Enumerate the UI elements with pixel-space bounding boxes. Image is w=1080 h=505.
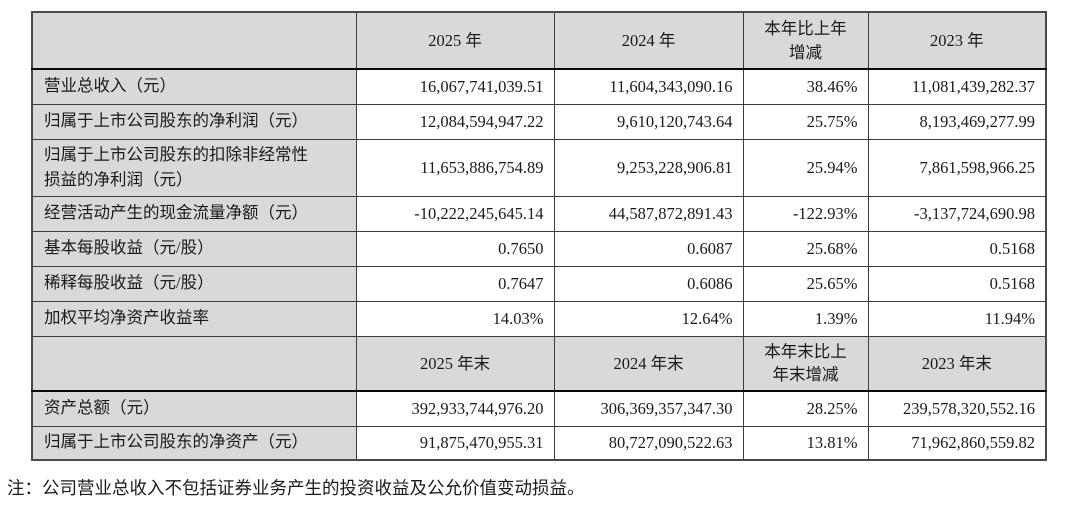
- table-row-operating-cash-flow: 经营活动产生的现金流量净额（元） -10,222,245,645.14 44,5…: [31, 195, 1047, 232]
- cell-2023-value: 8,193,469,277.99: [867, 103, 1047, 140]
- table-row-net-profit-excl-nonrecurring: 归属于上市公司股东的扣除非经常性 损益的净利润（元） 11,653,886,75…: [31, 138, 1047, 197]
- cell-change-value: 13.81%: [742, 425, 869, 461]
- table-header-row-period: 2025 年 2024 年 本年比上年 增减 2023 年: [31, 11, 1047, 70]
- cell-2023-value: 0.5168: [867, 265, 1047, 302]
- cell-2024-value: 9,610,120,743.64: [553, 103, 744, 140]
- row-label: 资产总额（元）: [31, 390, 357, 427]
- footnote: 注：公司营业总收入不包括证券业务产生的投资收益及公允价值变动损益。: [7, 478, 585, 498]
- row-label: 归属于上市公司股东的扣除非经常性 损益的净利润（元）: [31, 138, 357, 197]
- cell-2024-value: 12.64%: [553, 300, 744, 337]
- cell-2025-value: 91,875,470,955.31: [355, 425, 555, 461]
- cell-change-value: 38.46%: [742, 68, 869, 105]
- row-label: 经营活动产生的现金流量净额（元）: [31, 195, 357, 232]
- cell-2023-value: 11,081,439,282.37: [867, 68, 1047, 105]
- cell-2024-value: 0.6086: [553, 265, 744, 302]
- cell-change-value: 25.94%: [742, 138, 869, 197]
- cell-change-value: -122.93%: [742, 195, 869, 232]
- cell-2025-value: 0.7647: [355, 265, 555, 302]
- col-header-2023: 2023 年: [867, 11, 1047, 70]
- cell-2025-value: -10,222,245,645.14: [355, 195, 555, 232]
- table-header-row-end-of-period: 2025 年末 2024 年末 本年末比上 年末增减 2023 年末: [31, 335, 1047, 392]
- col-header-yoy-change: 本年比上年 增减: [742, 11, 869, 70]
- cell-2024-value: 9,253,228,906.81: [553, 138, 744, 197]
- cell-2024-value: 44,587,872,891.43: [553, 195, 744, 232]
- cell-change-value: 1.39%: [742, 300, 869, 337]
- cell-2024-value: 80,727,090,522.63: [553, 425, 744, 461]
- table-row-basic-eps: 基本每股收益（元/股） 0.7650 0.6087 25.68% 0.5168: [31, 230, 1047, 267]
- table-row-diluted-eps: 稀释每股收益（元/股） 0.7647 0.6086 25.65% 0.5168: [31, 265, 1047, 302]
- financial-summary-table: 2025 年 2024 年 本年比上年 增减 2023 年 营业总收入（元） 1…: [31, 11, 1047, 461]
- col-header-2024: 2024 年: [553, 11, 744, 70]
- cell-2024-value: 0.6087: [553, 230, 744, 267]
- row-label: 加权平均净资产收益率: [31, 300, 357, 337]
- col-header-2025: 2025 年: [355, 11, 555, 70]
- col-header-2023-end: 2023 年末: [867, 335, 1047, 392]
- table-row-total-assets: 资产总额（元） 392,933,744,976.20 306,369,357,3…: [31, 390, 1047, 427]
- cell-2023-value: 0.5168: [867, 230, 1047, 267]
- row-label: 归属于上市公司股东的净利润（元）: [31, 103, 357, 140]
- cell-2023-value: 71,962,860,559.82: [867, 425, 1047, 461]
- cell-2025-value: 11,653,886,754.89: [355, 138, 555, 197]
- cell-change-value: 25.75%: [742, 103, 869, 140]
- header-empty-cell: [31, 335, 357, 392]
- cell-change-value: 25.65%: [742, 265, 869, 302]
- table-row-net-assets: 归属于上市公司股东的净资产（元） 91,875,470,955.31 80,72…: [31, 425, 1047, 461]
- cell-2025-value: 0.7650: [355, 230, 555, 267]
- cell-2025-value: 12,084,594,947.22: [355, 103, 555, 140]
- row-label: 基本每股收益（元/股）: [31, 230, 357, 267]
- cell-2023-value: -3,137,724,690.98: [867, 195, 1047, 232]
- cell-2024-value: 306,369,357,347.30: [553, 390, 744, 427]
- table-row-weighted-avg-roe: 加权平均净资产收益率 14.03% 12.64% 1.39% 11.94%: [31, 300, 1047, 337]
- cell-change-value: 25.68%: [742, 230, 869, 267]
- table-row-net-profit: 归属于上市公司股东的净利润（元） 12,084,594,947.22 9,610…: [31, 103, 1047, 140]
- cell-2025-value: 392,933,744,976.20: [355, 390, 555, 427]
- row-label: 稀释每股收益（元/股）: [31, 265, 357, 302]
- cell-2023-value: 7,861,598,966.25: [867, 138, 1047, 197]
- row-label: 归属于上市公司股东的净资产（元）: [31, 425, 357, 461]
- col-header-2025-end: 2025 年末: [355, 335, 555, 392]
- col-header-2024-end: 2024 年末: [553, 335, 744, 392]
- cell-2023-value: 239,578,320,552.16: [867, 390, 1047, 427]
- cell-2025-value: 16,067,741,039.51: [355, 68, 555, 105]
- cell-change-value: 28.25%: [742, 390, 869, 427]
- table-row-total-revenue: 营业总收入（元） 16,067,741,039.51 11,604,343,09…: [31, 68, 1047, 105]
- row-label: 营业总收入（元）: [31, 68, 357, 105]
- cell-2023-value: 11.94%: [867, 300, 1047, 337]
- col-header-eop-change: 本年末比上 年末增减: [742, 335, 869, 392]
- header-empty-cell: [31, 11, 357, 70]
- cell-2024-value: 11,604,343,090.16: [553, 68, 744, 105]
- cell-2025-value: 14.03%: [355, 300, 555, 337]
